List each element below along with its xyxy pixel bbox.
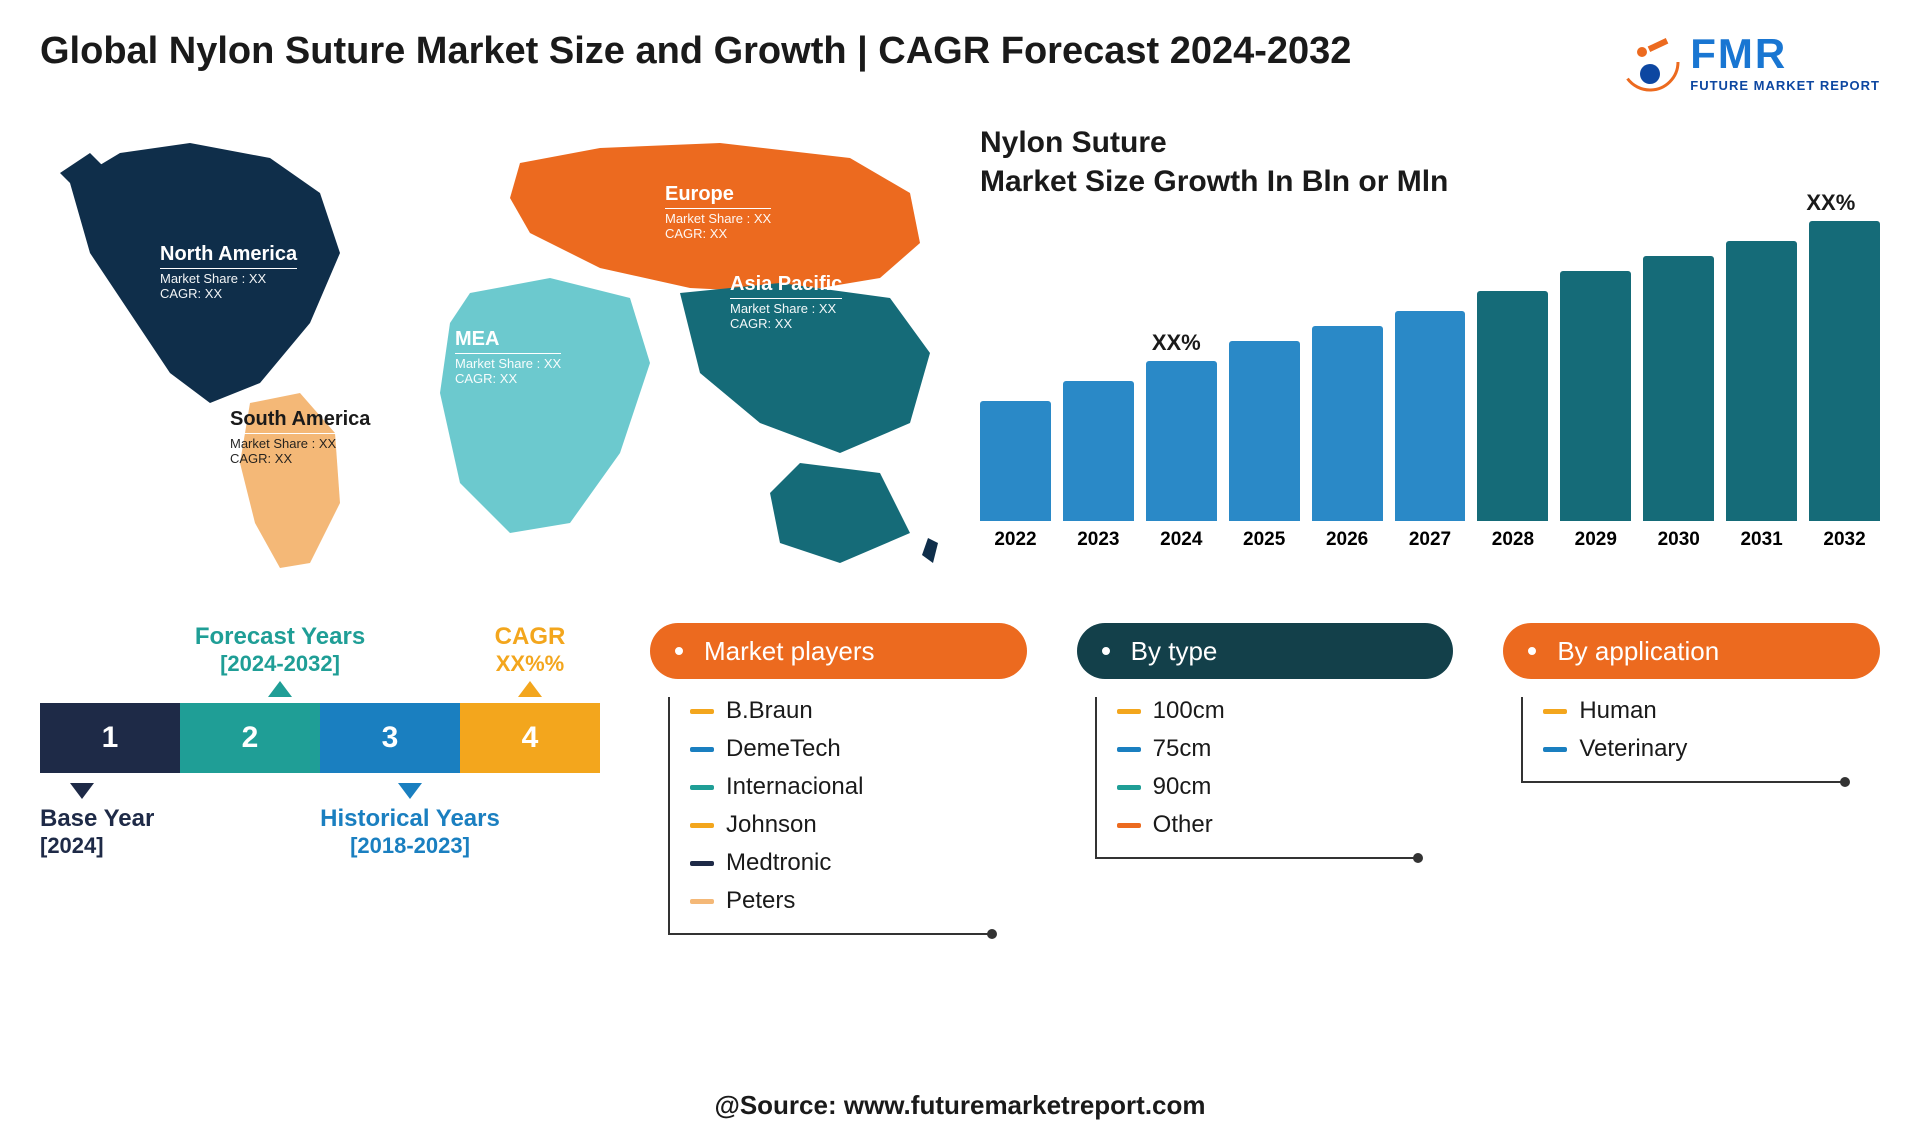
timeline-seg-4: 4 xyxy=(460,703,600,773)
bar-2032: 2032 xyxy=(1809,221,1880,551)
page-title: Global Nylon Suture Market Size and Grow… xyxy=(40,30,1351,73)
historical-label: Historical Years [2018-2023] xyxy=(300,783,520,859)
bar-2030: 2030 xyxy=(1643,256,1714,551)
bar-2028: 2028 xyxy=(1477,291,1548,551)
bar-annotation: XX% xyxy=(1806,190,1855,216)
list-item: DemeTech xyxy=(690,735,1027,763)
info-col-by-type: By type 100cm 75cm 90cm Other xyxy=(1077,623,1454,945)
bar-2022: 2022 xyxy=(980,401,1051,551)
source-text: @Source: www.futuremarketreport.com xyxy=(714,1090,1205,1121)
list-item: 90cm xyxy=(1117,773,1454,801)
bar-2031: 2031 xyxy=(1726,241,1797,551)
bar-annotation: XX% xyxy=(1152,330,1201,356)
map-label-north-america: North AmericaMarket Share : XXCAGR: XX xyxy=(160,243,297,301)
cagr-label: CAGR XX%% xyxy=(470,623,590,697)
telescope-icon xyxy=(1620,32,1680,92)
list-item: Johnson xyxy=(690,811,1027,839)
info-col-by-application: By application Human Veterinary xyxy=(1503,623,1880,945)
list-item: Internacional xyxy=(690,773,1027,801)
logo-main-text: FMR xyxy=(1690,30,1880,78)
pill-header: By application xyxy=(1503,623,1880,679)
map-label-asia-pacific: Asia PacificMarket Share : XXCAGR: XX xyxy=(730,273,842,331)
timeline-seg-1: 1 xyxy=(40,703,180,773)
list-item: Other xyxy=(1117,811,1454,839)
timeline: Forecast Years [2024-2032] CAGR XX%% 123… xyxy=(40,623,600,773)
bar-2029: 2029 xyxy=(1560,271,1631,551)
timeline-seg-3: 3 xyxy=(320,703,460,773)
info-col-market-players: Market players B.Braun DemeTech Internacion… xyxy=(650,623,1027,945)
bar-chart: Nylon SutureMarket Size Growth In Bln or… xyxy=(980,123,1880,573)
list-item: Peters xyxy=(690,887,1027,915)
list-item: 75cm xyxy=(1117,735,1454,763)
list-item: Human xyxy=(1543,697,1880,725)
logo-sub-text: FUTURE MARKET REPORT xyxy=(1690,78,1880,93)
list-item: Veterinary xyxy=(1543,735,1880,763)
list-item: B.Braun xyxy=(690,697,1027,725)
pill-header: Market players xyxy=(650,623,1027,679)
map-label-south-america: South AmericaMarket Share : XXCAGR: XX xyxy=(230,408,370,466)
list-item: 100cm xyxy=(1117,697,1454,725)
map-label-europe: EuropeMarket Share : XXCAGR: XX xyxy=(665,183,771,241)
base-year-label: Base Year [2024] xyxy=(40,783,180,859)
bar-2026: 2026 xyxy=(1312,326,1383,551)
bar-2023: 2023 xyxy=(1063,381,1134,551)
timeline-seg-2: 2 xyxy=(180,703,320,773)
logo: FMR FUTURE MARKET REPORT xyxy=(1620,30,1880,93)
pill-header: By type xyxy=(1077,623,1454,679)
bar-2025: 2025 xyxy=(1229,341,1300,551)
bar-2027: 2027 xyxy=(1395,311,1466,551)
forecast-label: Forecast Years [2024-2032] xyxy=(190,623,370,697)
map-label-mea: MEAMarket Share : XXCAGR: XX xyxy=(455,328,561,386)
list-item: Medtronic xyxy=(690,849,1027,877)
bar-2024: 2024 xyxy=(1146,361,1217,551)
chart-title: Nylon SutureMarket Size Growth In Bln or… xyxy=(980,123,1880,201)
world-map: North AmericaMarket Share : XXCAGR: XX So… xyxy=(40,123,940,573)
